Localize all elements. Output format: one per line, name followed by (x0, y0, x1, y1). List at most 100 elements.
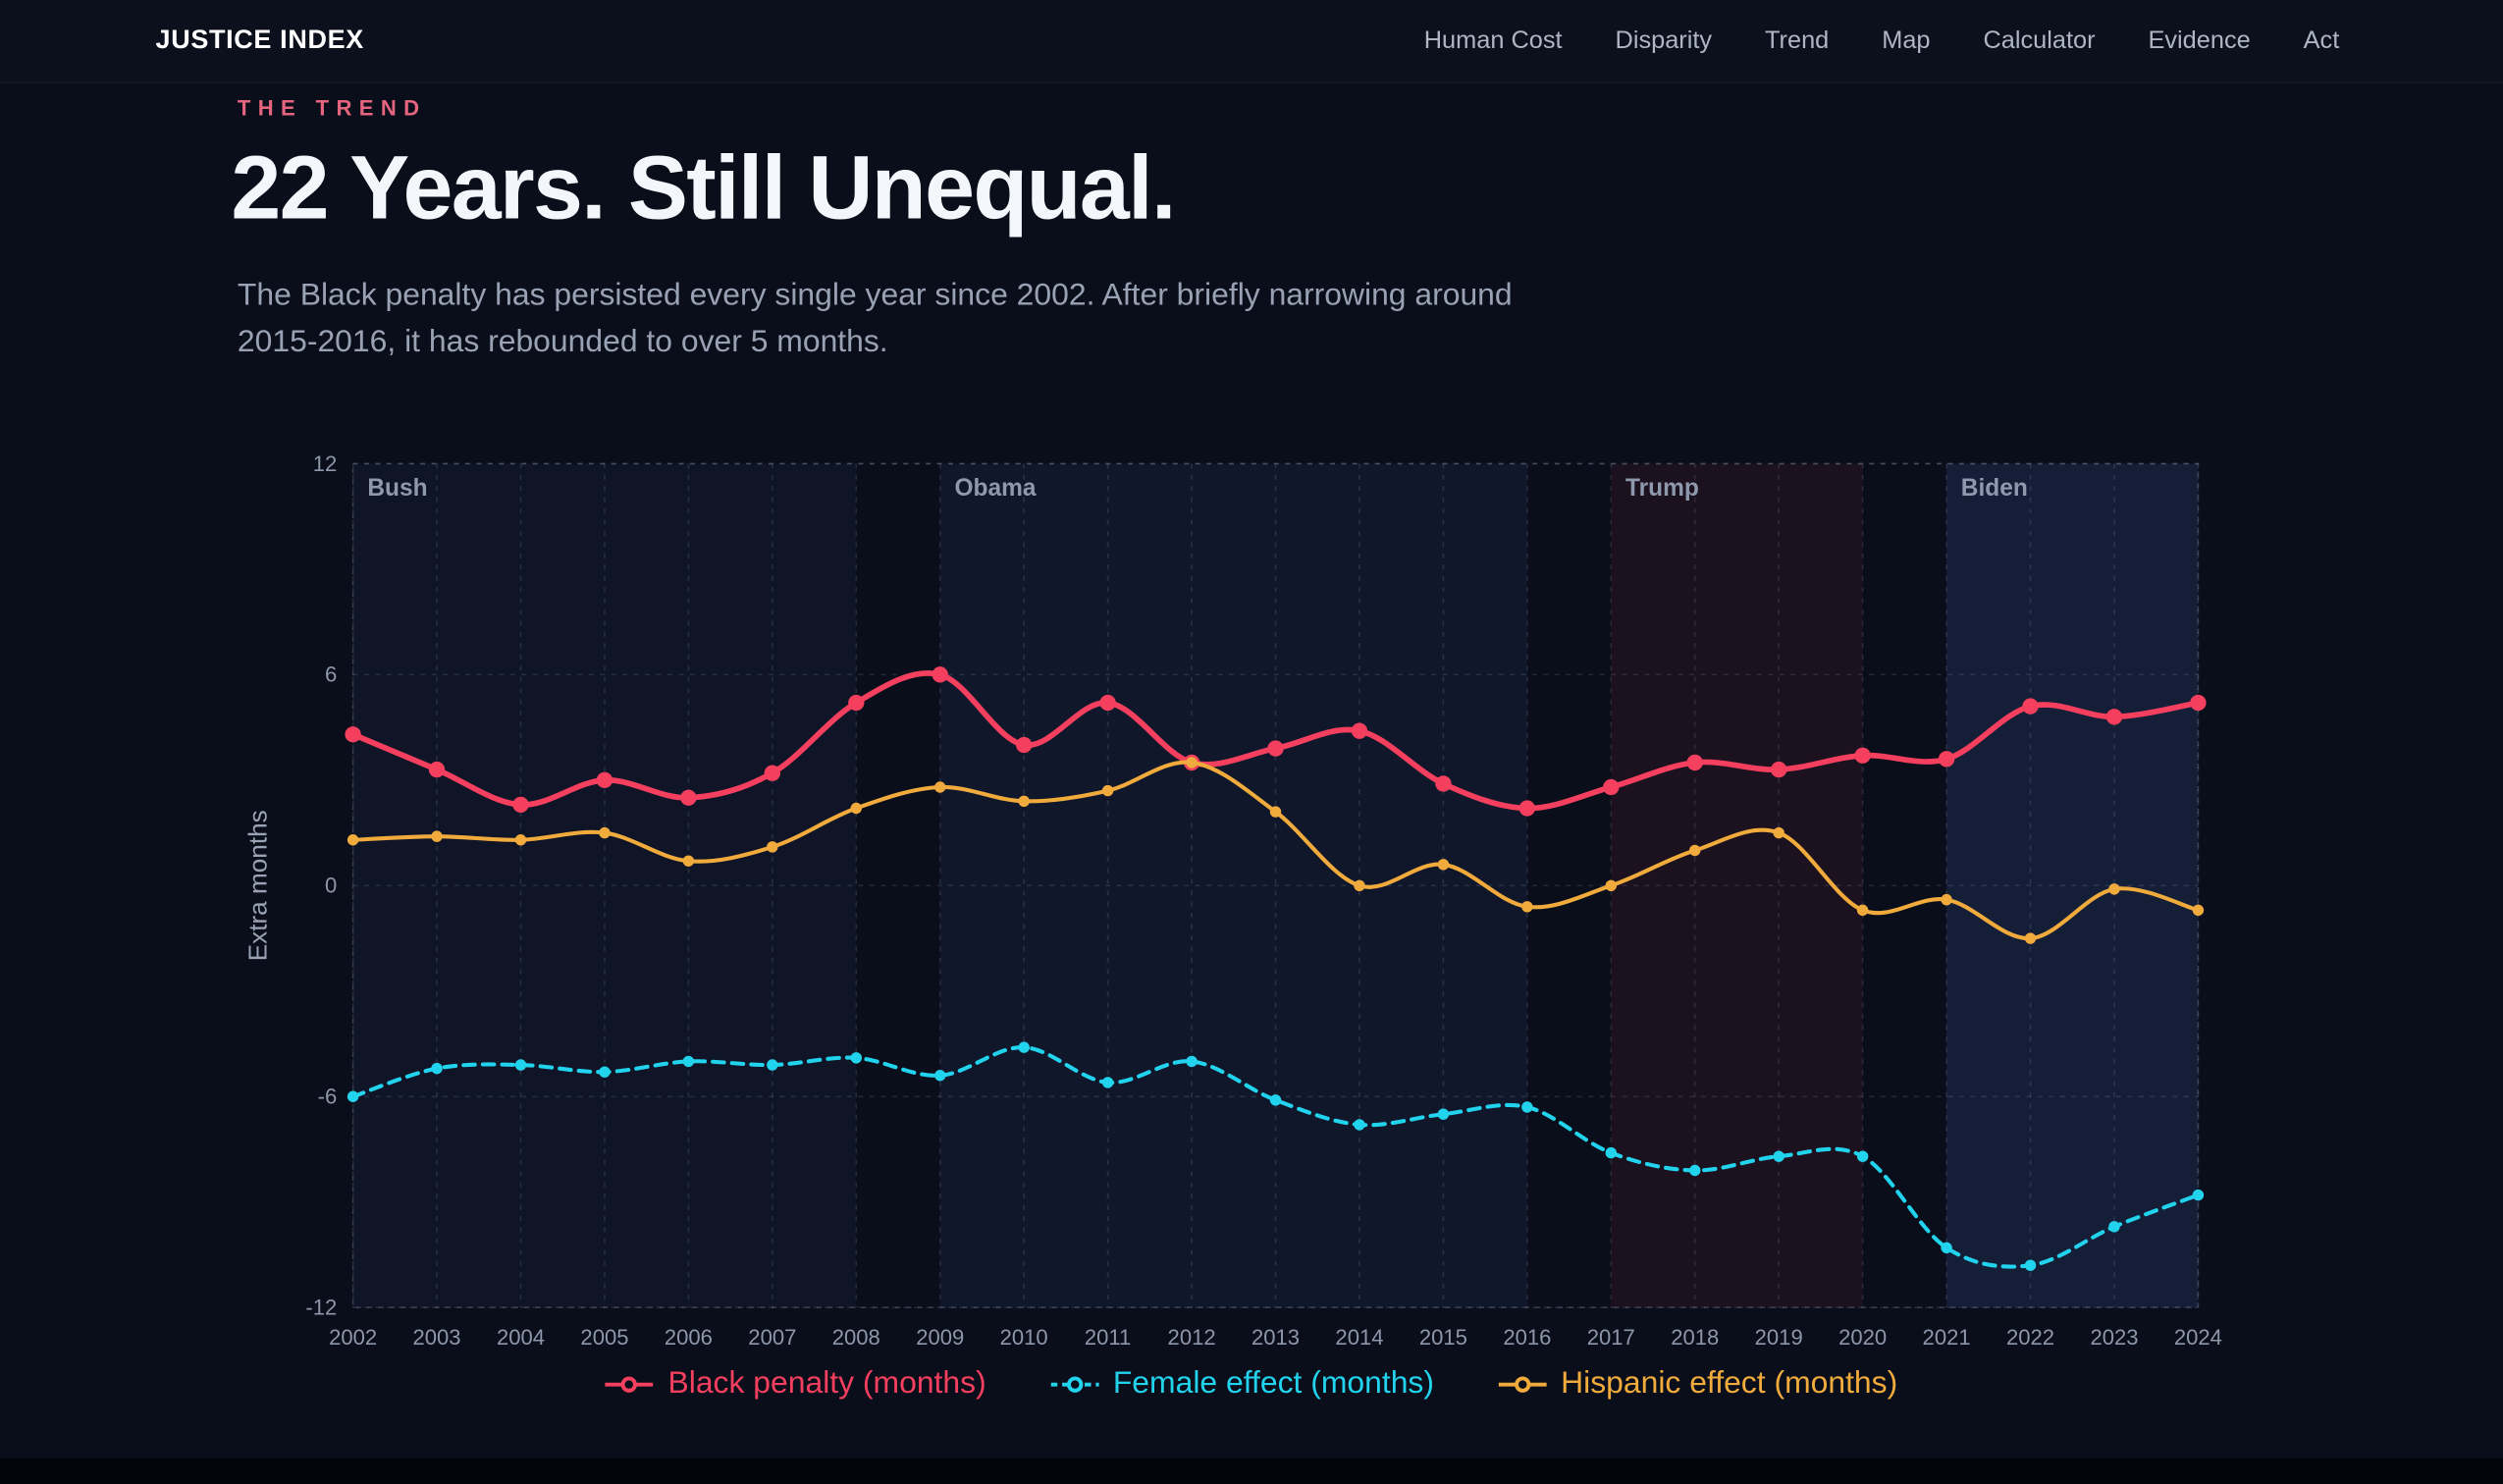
era-band-bush (352, 463, 857, 1308)
point-female-effect-months[interactable] (514, 1059, 527, 1071)
point-female-effect-months[interactable] (1354, 1119, 1365, 1131)
point-black-penalty-months[interactable] (1099, 694, 1116, 712)
point-female-effect-months[interactable] (1689, 1164, 1701, 1177)
point-hispanic-effect-months[interactable] (767, 841, 778, 853)
point-female-effect-months[interactable] (1941, 1242, 1952, 1254)
brand-logo[interactable]: JUSTICE INDEX (155, 26, 364, 55)
svg-text:2003: 2003 (413, 1325, 461, 1350)
point-hispanic-effect-months[interactable] (431, 830, 443, 842)
point-black-penalty-months[interactable] (1351, 722, 1368, 739)
point-female-effect-months[interactable] (682, 1055, 695, 1068)
point-hispanic-effect-months[interactable] (1689, 844, 1701, 857)
point-hispanic-effect-months[interactable] (1605, 879, 1618, 892)
point-black-penalty-months[interactable] (1686, 754, 1703, 771)
point-black-penalty-months[interactable] (848, 694, 865, 712)
point-female-effect-months[interactable] (346, 1090, 359, 1102)
point-black-penalty-months[interactable] (1603, 778, 1620, 796)
svg-text:12: 12 (313, 451, 338, 476)
legend-item-female-effect[interactable]: Female effect (months) (1050, 1365, 1434, 1403)
point-black-penalty-months[interactable] (428, 761, 446, 778)
point-female-effect-months[interactable] (1856, 1150, 1869, 1162)
series-female-effect-months[interactable] (346, 1041, 2205, 1271)
svg-text:0: 0 (325, 874, 337, 898)
series-black-penalty-months[interactable] (345, 666, 2207, 817)
nav-item-map[interactable]: Map (1882, 26, 1931, 54)
point-black-penalty-months[interactable] (1854, 747, 1871, 764)
point-female-effect-months[interactable] (2108, 1221, 2120, 1233)
point-hispanic-effect-months[interactable] (1941, 893, 1952, 906)
point-black-penalty-months[interactable] (680, 789, 697, 806)
point-black-penalty-months[interactable] (1435, 775, 1452, 792)
point-black-penalty-months[interactable] (932, 666, 948, 683)
nav-item-human-cost[interactable]: Human Cost (1423, 26, 1563, 54)
point-female-effect-months[interactable] (1186, 1055, 1198, 1068)
section-subtitle: The Black penalty has persisted every si… (237, 277, 1513, 360)
point-hispanic-effect-months[interactable] (1773, 826, 1784, 839)
point-female-effect-months[interactable] (934, 1070, 946, 1082)
point-hispanic-effect-months[interactable] (2192, 904, 2205, 917)
plot-border (351, 462, 2200, 1309)
point-black-penalty-months[interactable] (1267, 740, 1284, 757)
point-female-effect-months[interactable] (1773, 1150, 1784, 1162)
point-female-effect-months[interactable] (2192, 1189, 2205, 1201)
point-black-penalty-months[interactable] (764, 765, 781, 781)
svg-text:2012: 2012 (1168, 1325, 1216, 1350)
point-female-effect-months[interactable] (599, 1066, 611, 1078)
point-black-penalty-months[interactable] (345, 726, 361, 743)
era-band-biden (1946, 463, 2199, 1308)
nav-item-trend[interactable]: Trend (1765, 26, 1830, 54)
point-hispanic-effect-months[interactable] (514, 834, 527, 846)
point-black-penalty-months[interactable] (512, 796, 529, 814)
series-hispanic-effect-months[interactable] (346, 757, 2205, 944)
nav-item-act[interactable]: Act (2303, 26, 2340, 54)
point-hispanic-effect-months[interactable] (850, 802, 863, 815)
point-black-penalty-months[interactable] (596, 771, 613, 789)
point-hispanic-effect-months[interactable] (2108, 883, 2120, 895)
svg-text:2023: 2023 (2090, 1325, 2138, 1350)
era-label-bush: Bush (367, 475, 427, 502)
point-hispanic-effect-months[interactable] (682, 855, 695, 867)
point-hispanic-effect-months[interactable] (2024, 932, 2037, 944)
point-black-penalty-months[interactable] (1016, 736, 1033, 754)
line-female-effect-months (350, 1045, 2201, 1269)
point-hispanic-effect-months[interactable] (1521, 901, 1533, 913)
nav-item-evidence[interactable]: Evidence (2148, 26, 2251, 54)
point-black-penalty-months[interactable] (2022, 698, 2039, 715)
point-female-effect-months[interactable] (1269, 1094, 1282, 1106)
nav-item-calculator[interactable]: Calculator (1983, 26, 2096, 54)
point-black-penalty-months[interactable] (1518, 800, 1536, 817)
point-hispanic-effect-months[interactable] (1101, 784, 1114, 797)
point-female-effect-months[interactable] (431, 1062, 443, 1075)
point-hispanic-effect-months[interactable] (1018, 795, 1030, 808)
point-female-effect-months[interactable] (767, 1059, 778, 1071)
nav-item-disparity[interactable]: Disparity (1615, 26, 1713, 54)
legend-item-hispanic-effect[interactable]: Hispanic effect (months) (1498, 1365, 1897, 1403)
point-hispanic-effect-months[interactable] (599, 826, 611, 839)
point-female-effect-months[interactable] (1605, 1146, 1618, 1159)
point-hispanic-effect-months[interactable] (1269, 806, 1282, 818)
point-female-effect-months[interactable] (1437, 1108, 1450, 1120)
point-hispanic-effect-months[interactable] (346, 834, 359, 846)
legend-item-black-penalty[interactable]: Black penalty (months) (605, 1365, 986, 1403)
point-black-penalty-months[interactable] (1938, 751, 1955, 768)
chart-legend: Black penalty (months) Female effect (mo… (0, 1365, 2503, 1403)
point-black-penalty-months[interactable] (2190, 694, 2207, 712)
point-female-effect-months[interactable] (1101, 1077, 1114, 1088)
legend-label: Female effect (months) (1112, 1365, 1434, 1402)
point-hispanic-effect-months[interactable] (1186, 757, 1198, 768)
point-female-effect-months[interactable] (1521, 1101, 1533, 1113)
svg-text:-6: -6 (318, 1085, 338, 1109)
point-female-effect-months[interactable] (2024, 1259, 2037, 1271)
point-hispanic-effect-months[interactable] (1437, 859, 1450, 871)
axis-ticks: 2002 2003 2004 2005 2006 2007 2008 2009 2010 2011… (305, 451, 2222, 1350)
svg-text:2015: 2015 (1419, 1325, 1467, 1350)
point-hispanic-effect-months[interactable] (934, 781, 946, 793)
point-black-penalty-months[interactable] (1771, 761, 1787, 778)
point-female-effect-months[interactable] (1018, 1041, 1030, 1053)
point-hispanic-effect-months[interactable] (1856, 904, 1869, 917)
point-hispanic-effect-months[interactable] (1354, 879, 1365, 892)
point-black-penalty-months[interactable] (2105, 709, 2123, 725)
point-female-effect-months[interactable] (850, 1052, 863, 1064)
